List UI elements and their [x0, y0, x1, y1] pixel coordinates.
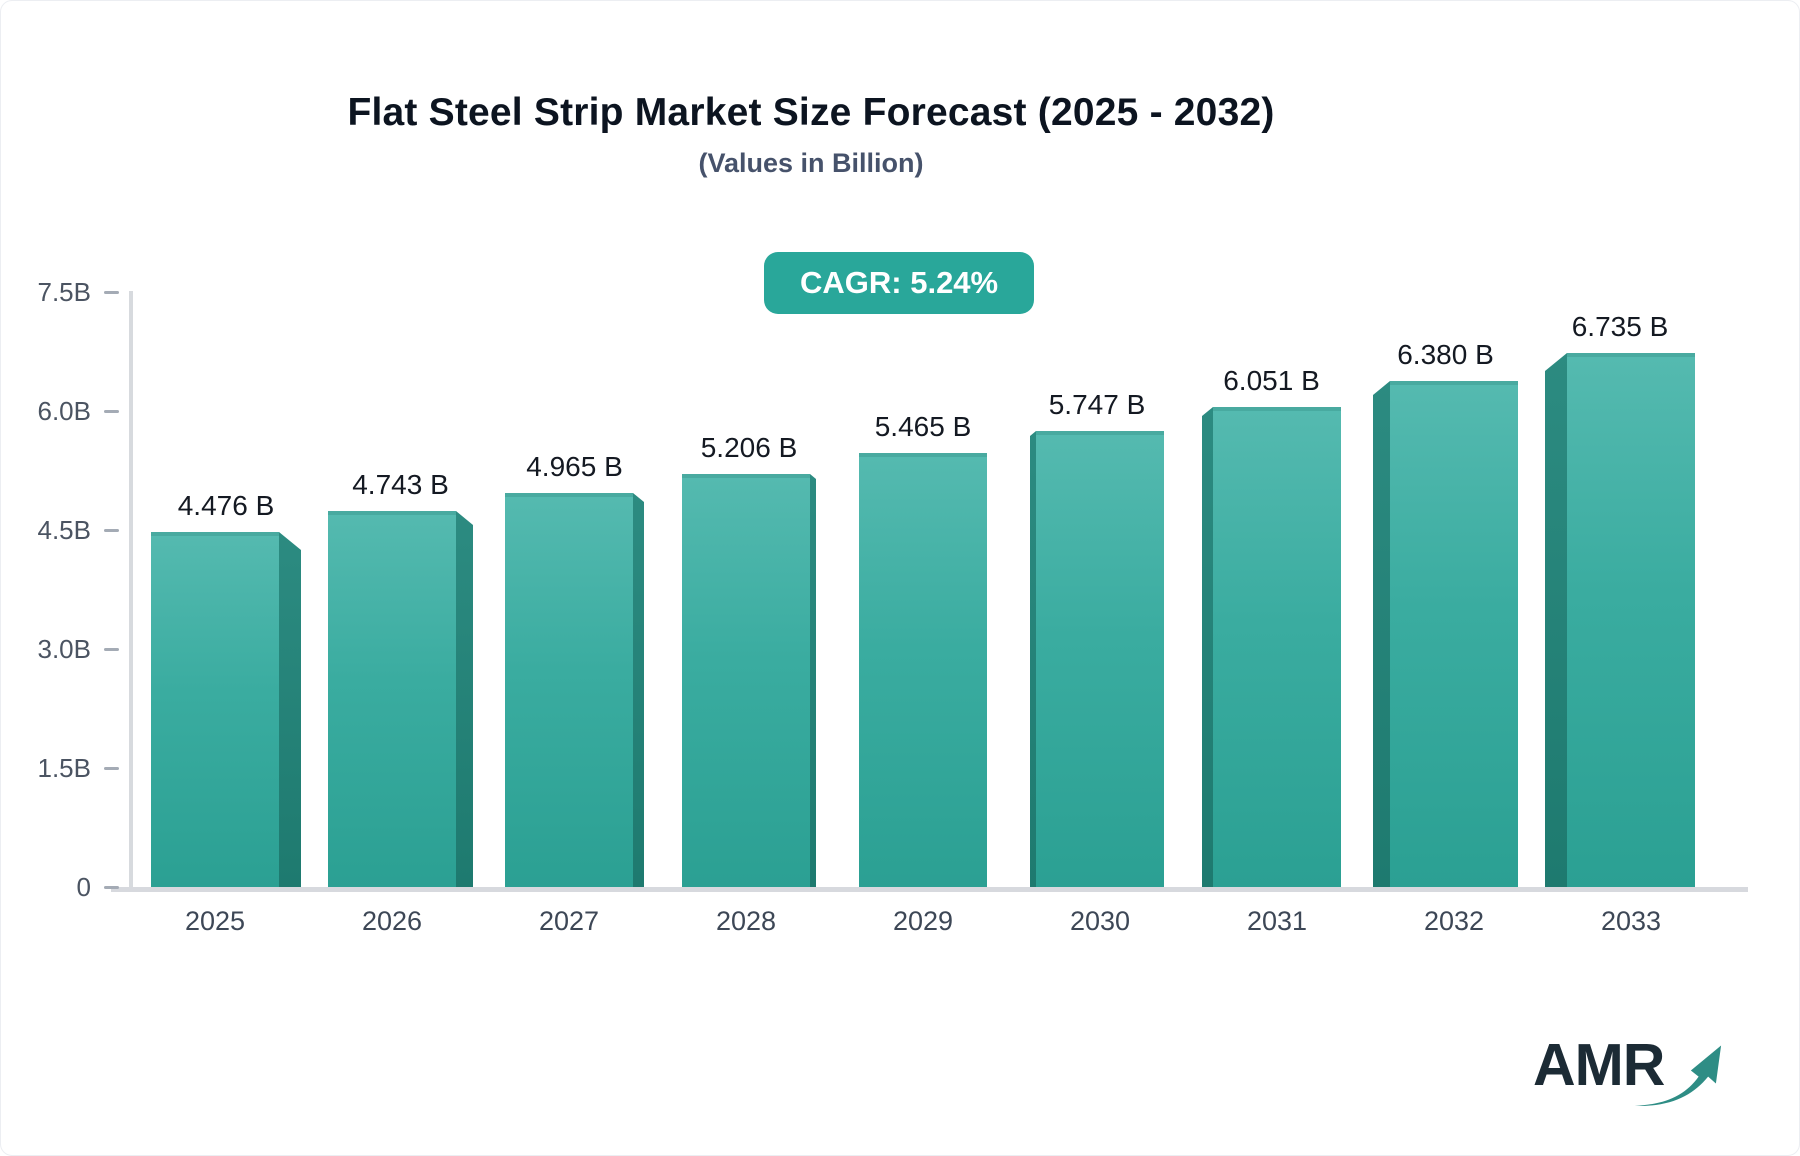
x-axis-label: 2028	[715, 906, 777, 936]
bar-value-label: 4.743 B	[352, 469, 449, 500]
y-tick-label: 4.5B	[37, 514, 92, 545]
cagr-badge: CAGR: 5.24%	[764, 252, 1035, 314]
y-tick-mark	[104, 290, 119, 294]
bar-value-label: 6.380 B	[1397, 339, 1494, 370]
chart-subtitle: (Values in Billion)	[698, 148, 924, 178]
bar-value-label: 6.051 B	[1223, 365, 1320, 396]
x-axis-label: 2033	[1600, 906, 1662, 936]
x-axis-label: 2026	[361, 906, 423, 936]
bar-face	[151, 532, 279, 887]
amr-logo: AMR	[1533, 1033, 1733, 1123]
bar-side-3d	[633, 493, 644, 887]
bar-side-3d	[1030, 431, 1036, 887]
bar-value-label: 4.965 B	[526, 451, 623, 482]
bar-2028: 5.206 B	[682, 432, 816, 887]
chart-title: Flat Steel Strip Market Size Forecast (2…	[347, 91, 1275, 134]
bar-face	[1036, 431, 1164, 887]
x-axis-line	[111, 887, 1748, 892]
x-axis-label: 2031	[1246, 906, 1308, 936]
y-tick-label: 6.0B	[37, 395, 92, 426]
bar-value-label: 5.206 B	[700, 432, 798, 463]
y-tick: 4.5B	[1, 515, 119, 545]
y-tick: 6.0B	[1, 396, 119, 426]
x-axis-label: 2030	[1069, 906, 1131, 936]
y-tick: 7.5B	[1, 277, 119, 307]
y-tick-label: 0	[76, 871, 91, 902]
bar-2031: 6.051 B	[1202, 365, 1341, 887]
bar-2029: 5.465 B	[859, 411, 987, 887]
y-tick-mark	[104, 528, 119, 532]
bar-face	[1567, 353, 1695, 887]
bar-value-label: 6.735 B	[1571, 311, 1669, 342]
bar-2030: 5.747 B	[1030, 389, 1164, 887]
y-tick-label: 7.5B	[37, 276, 92, 307]
y-tick-mark	[104, 409, 119, 413]
y-axis-line	[129, 291, 133, 889]
bar-value-label: 4.476 B	[177, 490, 275, 521]
bar-face	[1390, 381, 1518, 887]
bar-2032: 6.380 B	[1373, 339, 1518, 887]
y-tick: 1.5B	[1, 753, 119, 783]
x-axis-label: 2027	[538, 906, 600, 936]
y-tick-label: 1.5B	[37, 752, 92, 783]
bar-value-label: 5.465 B	[874, 411, 972, 442]
bar-side-3d	[279, 532, 301, 887]
y-tick-label: 3.0B	[37, 633, 92, 664]
y-tick-mark	[104, 885, 119, 889]
bar-2026: 4.743 B	[328, 469, 473, 887]
bar-side-3d	[456, 511, 473, 887]
bar-side-3d	[1202, 407, 1213, 887]
bar-face	[859, 453, 987, 887]
amr-logo-text: AMR	[1533, 1032, 1665, 1098]
bar-face	[328, 511, 456, 887]
x-axis-label: 2032	[1423, 906, 1485, 936]
y-tick-mark	[104, 766, 119, 770]
bar-value-label: 5.747 B	[1048, 389, 1146, 420]
bar-face	[505, 493, 633, 887]
bar-2033: 6.735 B	[1545, 311, 1695, 887]
bar-2027: 4.965 B	[505, 451, 644, 887]
y-tick: 0	[1, 872, 119, 902]
bar-face	[1213, 407, 1341, 887]
y-tick: 3.0B	[1, 634, 119, 664]
x-axis-label: 2025	[184, 906, 246, 936]
bar-side-3d	[810, 474, 816, 887]
bar-face	[682, 474, 810, 887]
bar-2025: 4.476 B	[151, 490, 301, 887]
y-tick-mark	[104, 647, 119, 651]
bar-side-3d	[1373, 381, 1390, 887]
trend-arrow-icon	[1634, 1045, 1722, 1107]
x-axis-label: 2029	[892, 906, 954, 936]
bar-side-3d	[1545, 353, 1567, 887]
